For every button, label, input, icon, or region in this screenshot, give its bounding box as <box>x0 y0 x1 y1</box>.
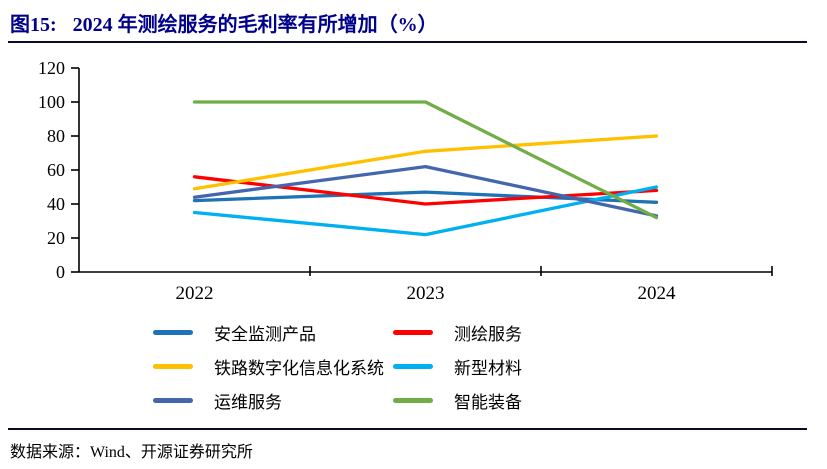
y-axis-label: 20 <box>47 228 65 248</box>
legend-item-2: 铁路数字化信息化系统 <box>153 356 393 378</box>
legend-item-5: 智能装备 <box>393 390 628 412</box>
figure-title: 图15: 2024 年测绘服务的毛利率有所增加（%） <box>10 8 810 37</box>
data-source-text: 数据来源：Wind、开源证券研究所 <box>10 444 253 461</box>
legend-item-3: 新型材料 <box>393 356 628 378</box>
line-chart-canvas: 0 20 40 60 80 100 120 2022 2023 2024 <box>38 58 773 304</box>
chart-legend: 安全监测产品 测绘服务铁路数字化信息化系统 新型材料运维服务 智能装备 <box>153 322 628 412</box>
legend-swatch <box>393 330 433 335</box>
y-axis-label: 0 <box>56 262 65 282</box>
legend-item-4: 运维服务 <box>153 390 393 412</box>
y-axis-label: 120 <box>38 58 65 78</box>
series-line-4 <box>192 164 659 218</box>
legend-swatch <box>393 364 433 369</box>
legend-item-0: 安全监测产品 <box>153 322 393 344</box>
legend-label: 安全监测产品 <box>214 325 316 344</box>
legend-swatch <box>153 364 193 369</box>
series-line-3 <box>192 185 659 237</box>
y-axis-label: 40 <box>47 194 65 214</box>
legend-label: 测绘服务 <box>454 325 522 344</box>
figure-label: 图15: <box>10 14 57 36</box>
legend-label: 新型材料 <box>454 359 522 378</box>
footer-divider <box>8 428 807 430</box>
legend-label: 智能装备 <box>454 393 522 412</box>
y-axis-label: 80 <box>47 126 65 146</box>
legend-label: 铁路数字化信息化系统 <box>214 359 384 378</box>
y-axis-label: 100 <box>38 92 65 112</box>
legend-swatch <box>153 330 193 335</box>
x-axis-label: 2023 <box>407 283 445 304</box>
title-divider <box>8 41 807 43</box>
series-line-2 <box>192 134 659 191</box>
legend-item-1: 测绘服务 <box>393 322 628 344</box>
legend-swatch <box>393 398 433 403</box>
x-axis-label: 2024 <box>638 283 677 304</box>
x-axis-label: 2022 <box>176 283 214 304</box>
line-chart: 0 20 40 60 80 100 120 2022 2023 2024 <box>0 52 800 317</box>
series-line-5 <box>192 100 659 220</box>
y-axis-label: 60 <box>47 160 65 180</box>
figure-title-text: 2024 年测绘服务的毛利率有所增加（%） <box>72 14 438 36</box>
legend-swatch <box>153 398 193 403</box>
legend-label: 运维服务 <box>214 393 282 412</box>
